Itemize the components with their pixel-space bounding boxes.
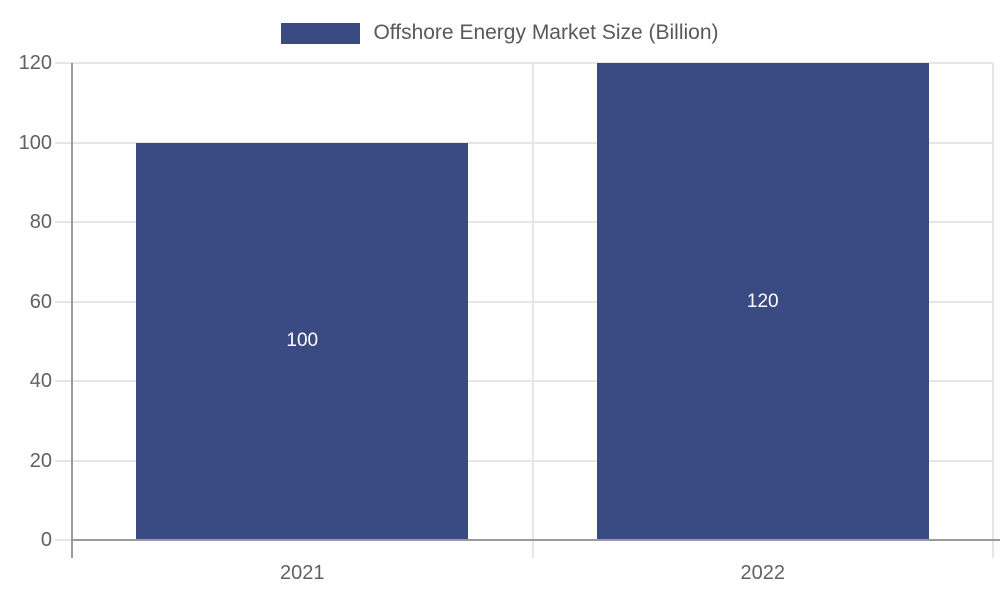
y-tick-label: 80 bbox=[29, 211, 52, 233]
vertical-gridline bbox=[992, 63, 994, 558]
gridline bbox=[55, 62, 993, 64]
gridline bbox=[55, 380, 993, 382]
x-axis-label: 2021 bbox=[280, 562, 325, 584]
y-axis-line bbox=[71, 63, 73, 558]
y-tick-label: 120 bbox=[18, 52, 52, 74]
y-tick-label: 60 bbox=[29, 290, 52, 313]
legend: Offshore Energy Market Size (Billion) bbox=[0, 21, 1000, 45]
bar-2022[interactable] bbox=[596, 63, 929, 540]
y-tick-label: 40 bbox=[29, 370, 52, 392]
y-tick-label: 100 bbox=[18, 131, 52, 154]
gridline bbox=[55, 459, 993, 462]
x-axis-line bbox=[72, 539, 1000, 541]
gridline bbox=[55, 300, 993, 303]
gridline bbox=[55, 221, 993, 223]
x-axis-label: 2022 bbox=[740, 562, 786, 584]
legend-swatch bbox=[281, 22, 361, 44]
vertical-gridline bbox=[531, 63, 534, 558]
y-tick-label: 20 bbox=[29, 449, 52, 472]
gridline bbox=[55, 141, 993, 144]
bar-value-label: 100 bbox=[286, 330, 319, 352]
y-tick-label: 0 bbox=[40, 529, 52, 551]
bar-2021[interactable] bbox=[136, 142, 469, 540]
bar-value-label: 120 bbox=[746, 290, 779, 312]
legend-label: Offshore Energy Market Size (Billion) bbox=[373, 21, 719, 44]
y-tick bbox=[55, 539, 72, 541]
